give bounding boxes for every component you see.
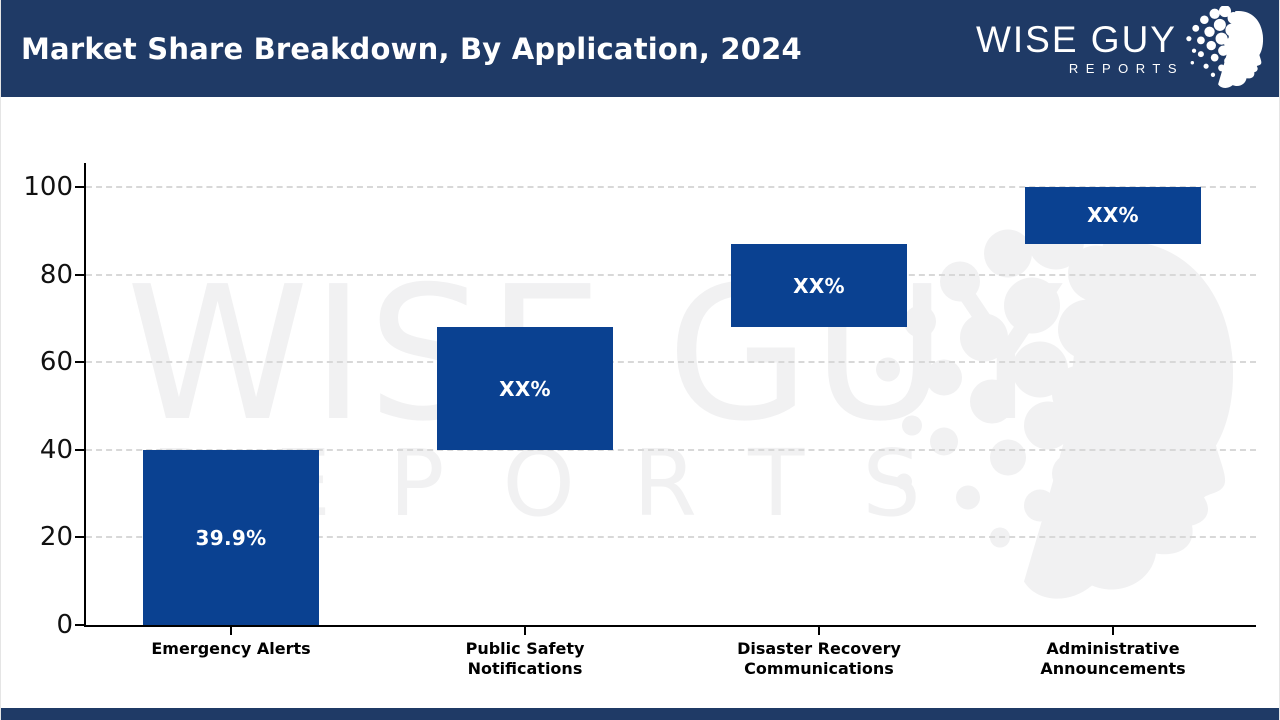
bar-value-label: XX% [499,376,551,401]
x-category-label: Emergency Alerts [151,639,311,658]
logo-brand-name: WISE GUY [975,19,1177,60]
y-tick-mark [75,186,84,188]
y-tick-label: 40 [39,434,73,465]
x-category-label: Public Safety Notifications [465,639,585,678]
header-bar: Market Share Breakdown, By Application, … [1,0,1279,97]
y-tick-label: 60 [39,347,73,378]
bar-value-label: XX% [793,273,845,298]
gridline-100 [86,186,1256,188]
logo-brand-sub: REPORTS [1068,61,1184,76]
y-tick-label: 0 [56,610,73,640]
gridline-80 [86,273,1256,276]
y-tick-mark [75,448,84,451]
y-tick-mark [75,624,84,626]
y-tick-mark [75,361,84,364]
x-category-label: Administrative Announcements [1040,639,1186,678]
x-tick-mark [230,627,232,635]
bar-segment: XX% [731,243,907,328]
y-tick-label: 80 [39,259,73,290]
x-tick-mark [818,627,820,635]
gridline-60 [86,361,1256,364]
bar-segment: XX% [437,327,613,451]
x-category-label: Disaster Recovery Communications [737,639,901,678]
bar-segment: XX% [1025,187,1201,244]
y-tick-mark [75,536,84,539]
x-tick-mark [524,627,526,635]
gridline-40 [86,448,1256,451]
watermark-face-icon [856,215,1256,620]
wiseguy-face-icon [1179,6,1271,92]
y-axis-line [84,163,86,627]
gridline-20 [86,536,1256,539]
logo-text: WISE GUY REPORTS [976,21,1177,76]
bar-value-label: XX% [1087,203,1139,228]
x-tick-mark [1112,627,1114,635]
y-tick-mark [75,273,84,276]
chart-title: Market Share Breakdown, By Application, … [21,31,802,66]
wiseguy-logo: WISE GUY REPORTS [976,0,1271,97]
bar-value-label: 39.9% [195,525,267,550]
footer-bar [1,708,1279,720]
x-axis-line [84,625,1256,627]
y-tick-label: 20 [39,522,73,553]
y-tick-label: 100 [23,172,73,202]
bar-segment: 39.9% [143,450,319,625]
